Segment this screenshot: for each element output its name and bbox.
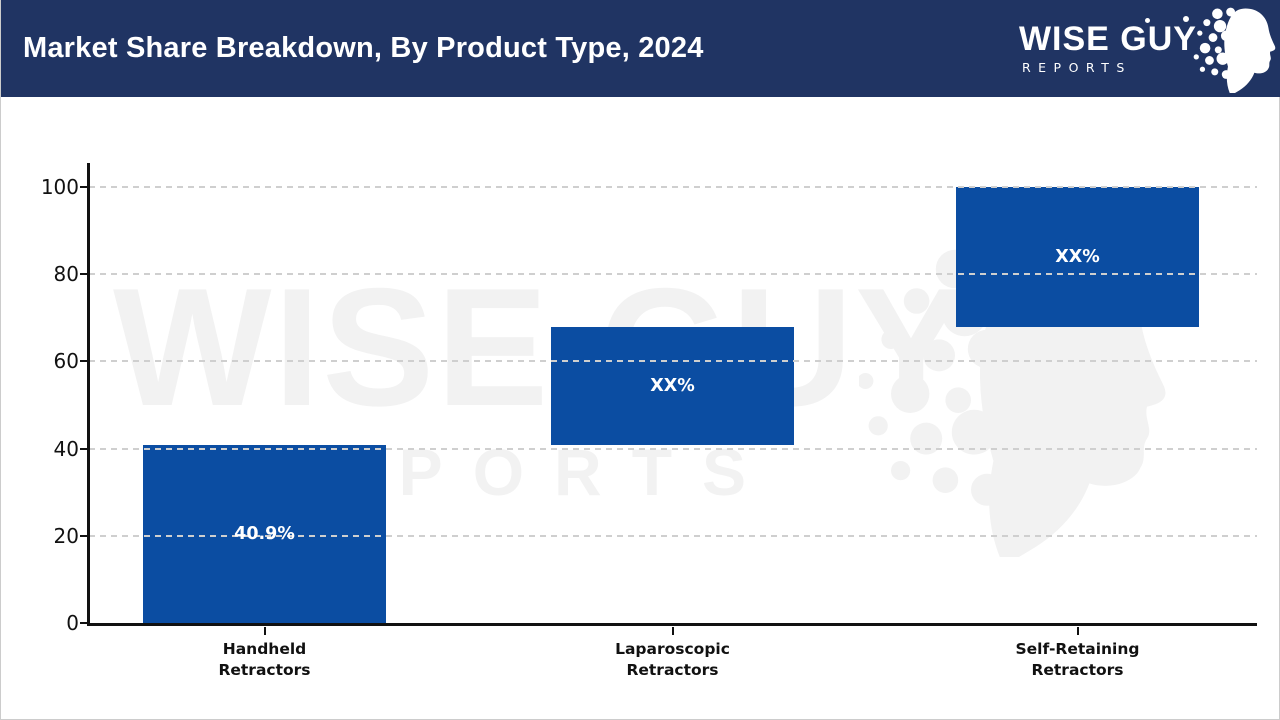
bar-value-label: XX%: [956, 246, 1199, 268]
logo-subtext: REPORTS: [1022, 60, 1132, 75]
x-axis-tick-mark: [672, 627, 674, 635]
logo-dot: [1183, 16, 1189, 22]
gridline: [89, 273, 1257, 275]
chart-title: Market Share Breakdown, By Product Type,…: [23, 32, 704, 65]
y-axis-tick-label: 0: [27, 611, 79, 635]
gridline: [89, 360, 1257, 362]
header-bar: Market Share Breakdown, By Product Type,…: [1, 0, 1280, 97]
x-axis-category-label: LaparoscopicRetractors: [563, 639, 783, 681]
chart-plot-area: 40.9% XX% XX% 0 20 40 60 80 100 HandheldRetractor…: [1, 97, 1280, 720]
y-axis-tick-label: 40: [27, 437, 79, 461]
logo-dot: [1145, 18, 1150, 23]
report-page: WISE GUY REPORTS 40.9% XX% XX% 0 20 40 60 80 100…: [0, 0, 1280, 720]
logo-wordmark: WISE GUY: [1019, 22, 1197, 56]
x-axis-category-label: HandheldRetractors: [155, 639, 375, 681]
bar-value-label: XX%: [551, 375, 794, 397]
y-axis-tick-label: 60: [27, 349, 79, 373]
gridline: [89, 448, 1257, 450]
bar-value-label: 40.9%: [143, 523, 386, 545]
x-axis-line: [87, 623, 1257, 626]
logo-text-column: WISE GUY REPORTS: [1019, 22, 1197, 75]
y-axis-tick-label: 100: [27, 175, 79, 199]
logo-head-icon: [1191, 3, 1279, 95]
x-axis-tick-mark: [1077, 627, 1079, 635]
wise-guy-reports-logo: WISE GUY REPORTS: [1019, 3, 1279, 95]
x-axis-tick-mark: [264, 627, 266, 635]
gridline: [89, 186, 1257, 188]
y-axis-line: [87, 163, 90, 625]
x-axis-category-label: Self-RetainingRetractors: [968, 639, 1188, 681]
y-axis-tick-label: 20: [27, 524, 79, 548]
y-axis-tick-label: 80: [27, 262, 79, 286]
